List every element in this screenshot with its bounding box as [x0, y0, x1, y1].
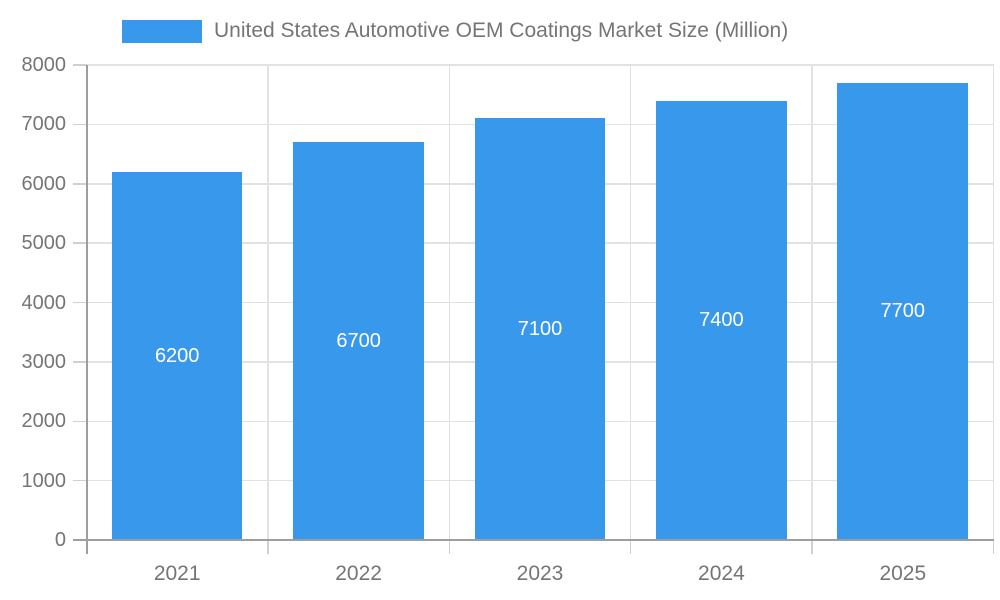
- x-tick: [629, 540, 632, 554]
- x-axis-line: [72, 539, 994, 541]
- bar-value-label: 6700: [336, 330, 381, 353]
- y-tick: [72, 123, 87, 126]
- y-axis-line: [85, 65, 88, 554]
- y-tick: [72, 183, 87, 185]
- y-tick-label: 6000: [21, 172, 67, 195]
- y-tick: [72, 361, 87, 363]
- v-gridline: [629, 65, 632, 540]
- x-tick: [811, 540, 813, 554]
- x-tick-label: 2024: [698, 562, 745, 585]
- y-tick: [72, 301, 87, 304]
- x-tick: [267, 540, 269, 554]
- bar-value-label: 6200: [154, 344, 200, 367]
- y-tick-label: 1000: [21, 469, 67, 492]
- y-tick-label: 4000: [21, 291, 67, 314]
- y-tick: [72, 420, 87, 422]
- v-gridline: [448, 65, 451, 540]
- y-tick-label: 7000: [21, 113, 67, 136]
- x-tick-label: 2023: [516, 562, 564, 585]
- bar[interactable]: [111, 171, 243, 540]
- y-tick-label: 5000: [21, 232, 67, 255]
- bar-value-label: 7700: [880, 300, 926, 323]
- x-tick: [992, 540, 995, 554]
- y-tick: [72, 479, 87, 482]
- legend-label: United States Automotive OEM Coatings Ma…: [214, 19, 789, 42]
- bar-value-label: 7100: [517, 318, 563, 341]
- y-tick-label: 0: [54, 529, 66, 551]
- bar[interactable]: [837, 82, 969, 540]
- y-tick: [72, 64, 87, 66]
- y-tick-label: 3000: [21, 350, 67, 373]
- bar[interactable]: [656, 100, 787, 540]
- y-tick-label: 2000: [21, 410, 67, 433]
- x-tick: [448, 540, 451, 554]
- h-gridline: [86, 64, 994, 66]
- v-gridline: [992, 65, 995, 540]
- bar[interactable]: [293, 142, 424, 540]
- legend-swatch: [122, 19, 202, 43]
- bar[interactable]: [474, 118, 606, 540]
- legend: United States Automotive OEM Coatings Ma…: [122, 19, 788, 43]
- x-tick-label: 2021: [153, 562, 201, 585]
- x-tick-label: 2022: [335, 562, 382, 585]
- v-gridline: [267, 65, 269, 540]
- y-tick-label: 8000: [21, 54, 67, 76]
- bar-value-label: 7400: [699, 309, 744, 332]
- v-gridline: [811, 65, 813, 540]
- y-tick: [72, 242, 87, 244]
- x-tick-label: 2025: [879, 562, 927, 585]
